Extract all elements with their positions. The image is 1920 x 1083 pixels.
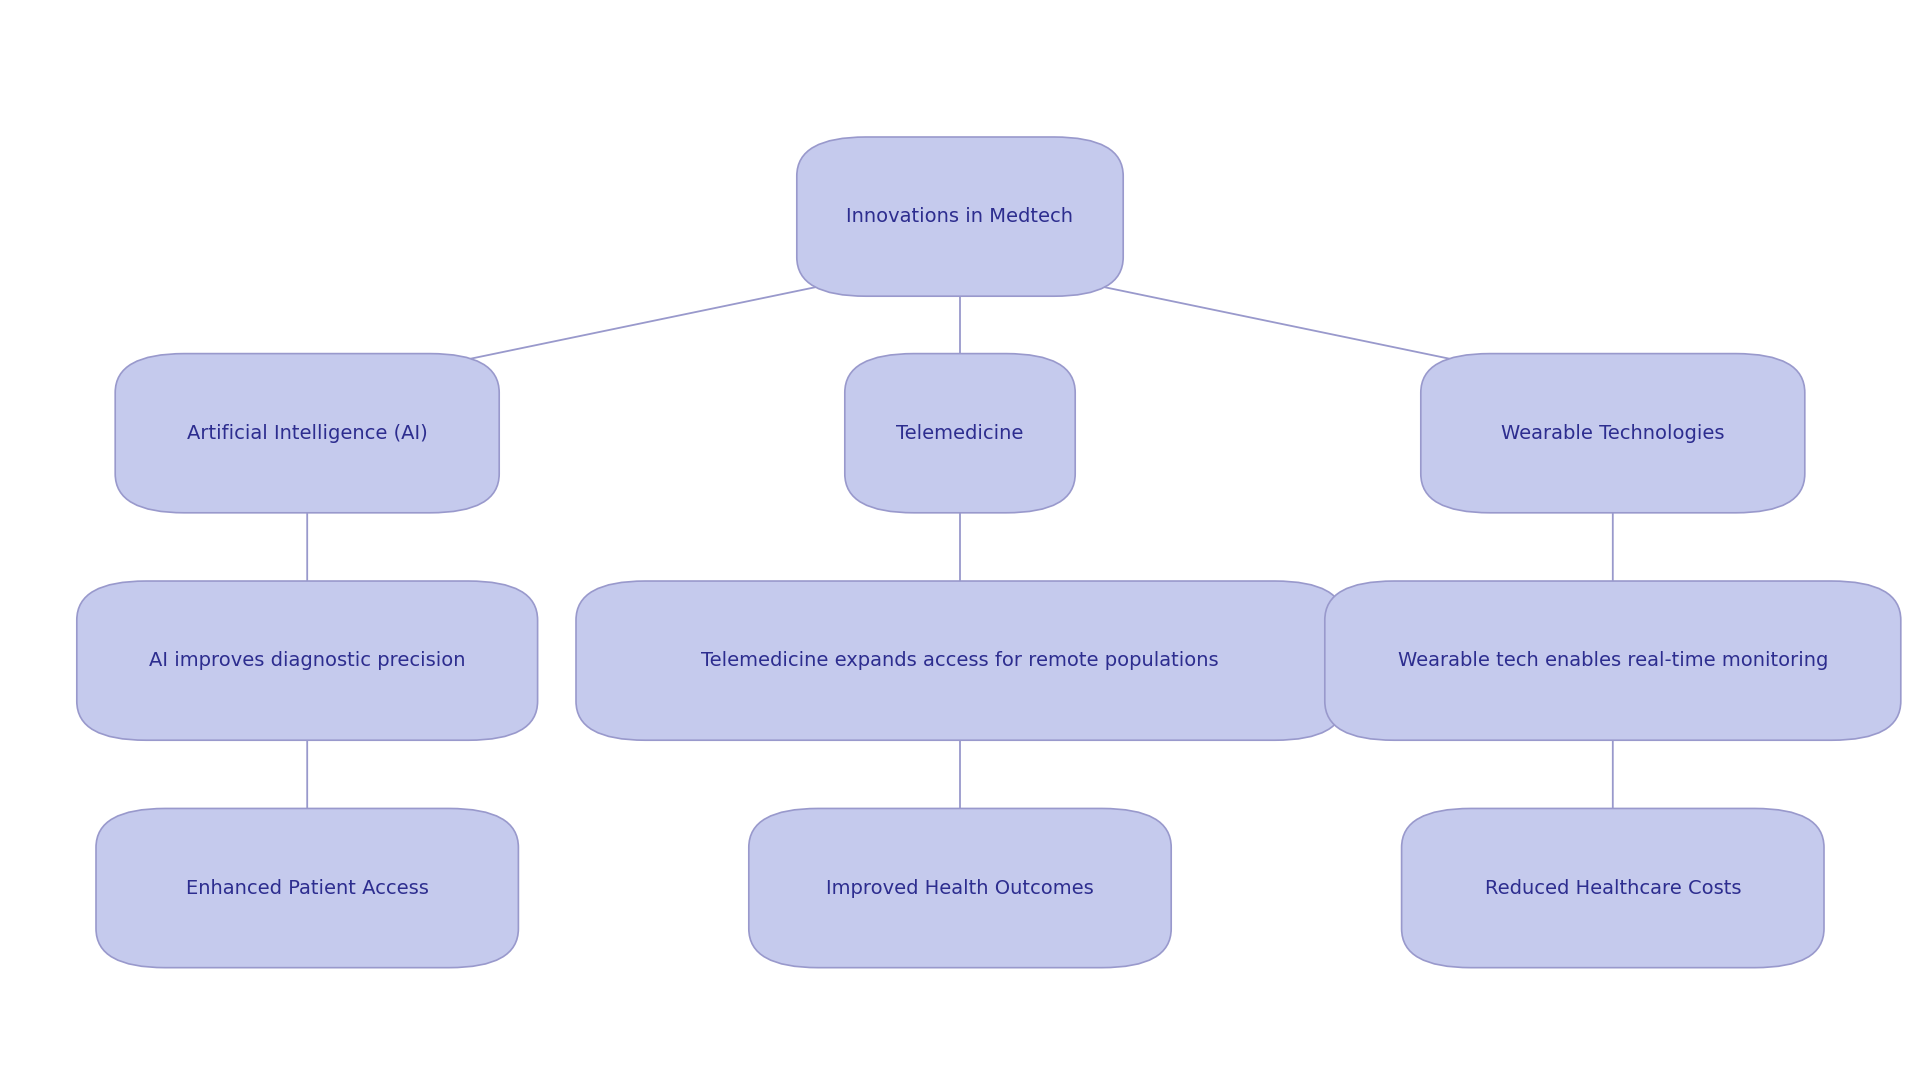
- FancyBboxPatch shape: [1325, 580, 1901, 741]
- FancyBboxPatch shape: [115, 353, 499, 513]
- FancyBboxPatch shape: [749, 808, 1171, 968]
- Text: Wearable tech enables real-time monitoring: Wearable tech enables real-time monitori…: [1398, 651, 1828, 670]
- FancyBboxPatch shape: [845, 353, 1075, 513]
- Text: Telemedicine expands access for remote populations: Telemedicine expands access for remote p…: [701, 651, 1219, 670]
- FancyBboxPatch shape: [77, 580, 538, 741]
- Text: Enhanced Patient Access: Enhanced Patient Access: [186, 878, 428, 898]
- Text: Reduced Healthcare Costs: Reduced Healthcare Costs: [1484, 878, 1741, 898]
- FancyBboxPatch shape: [96, 808, 518, 968]
- Text: Innovations in Medtech: Innovations in Medtech: [847, 207, 1073, 226]
- FancyBboxPatch shape: [576, 580, 1344, 741]
- FancyBboxPatch shape: [1421, 353, 1805, 513]
- Text: Improved Health Outcomes: Improved Health Outcomes: [826, 878, 1094, 898]
- Text: Artificial Intelligence (AI): Artificial Intelligence (AI): [186, 423, 428, 443]
- FancyBboxPatch shape: [797, 136, 1123, 296]
- FancyBboxPatch shape: [1402, 808, 1824, 968]
- Text: Wearable Technologies: Wearable Technologies: [1501, 423, 1724, 443]
- Text: Telemedicine: Telemedicine: [897, 423, 1023, 443]
- Text: AI improves diagnostic precision: AI improves diagnostic precision: [150, 651, 465, 670]
